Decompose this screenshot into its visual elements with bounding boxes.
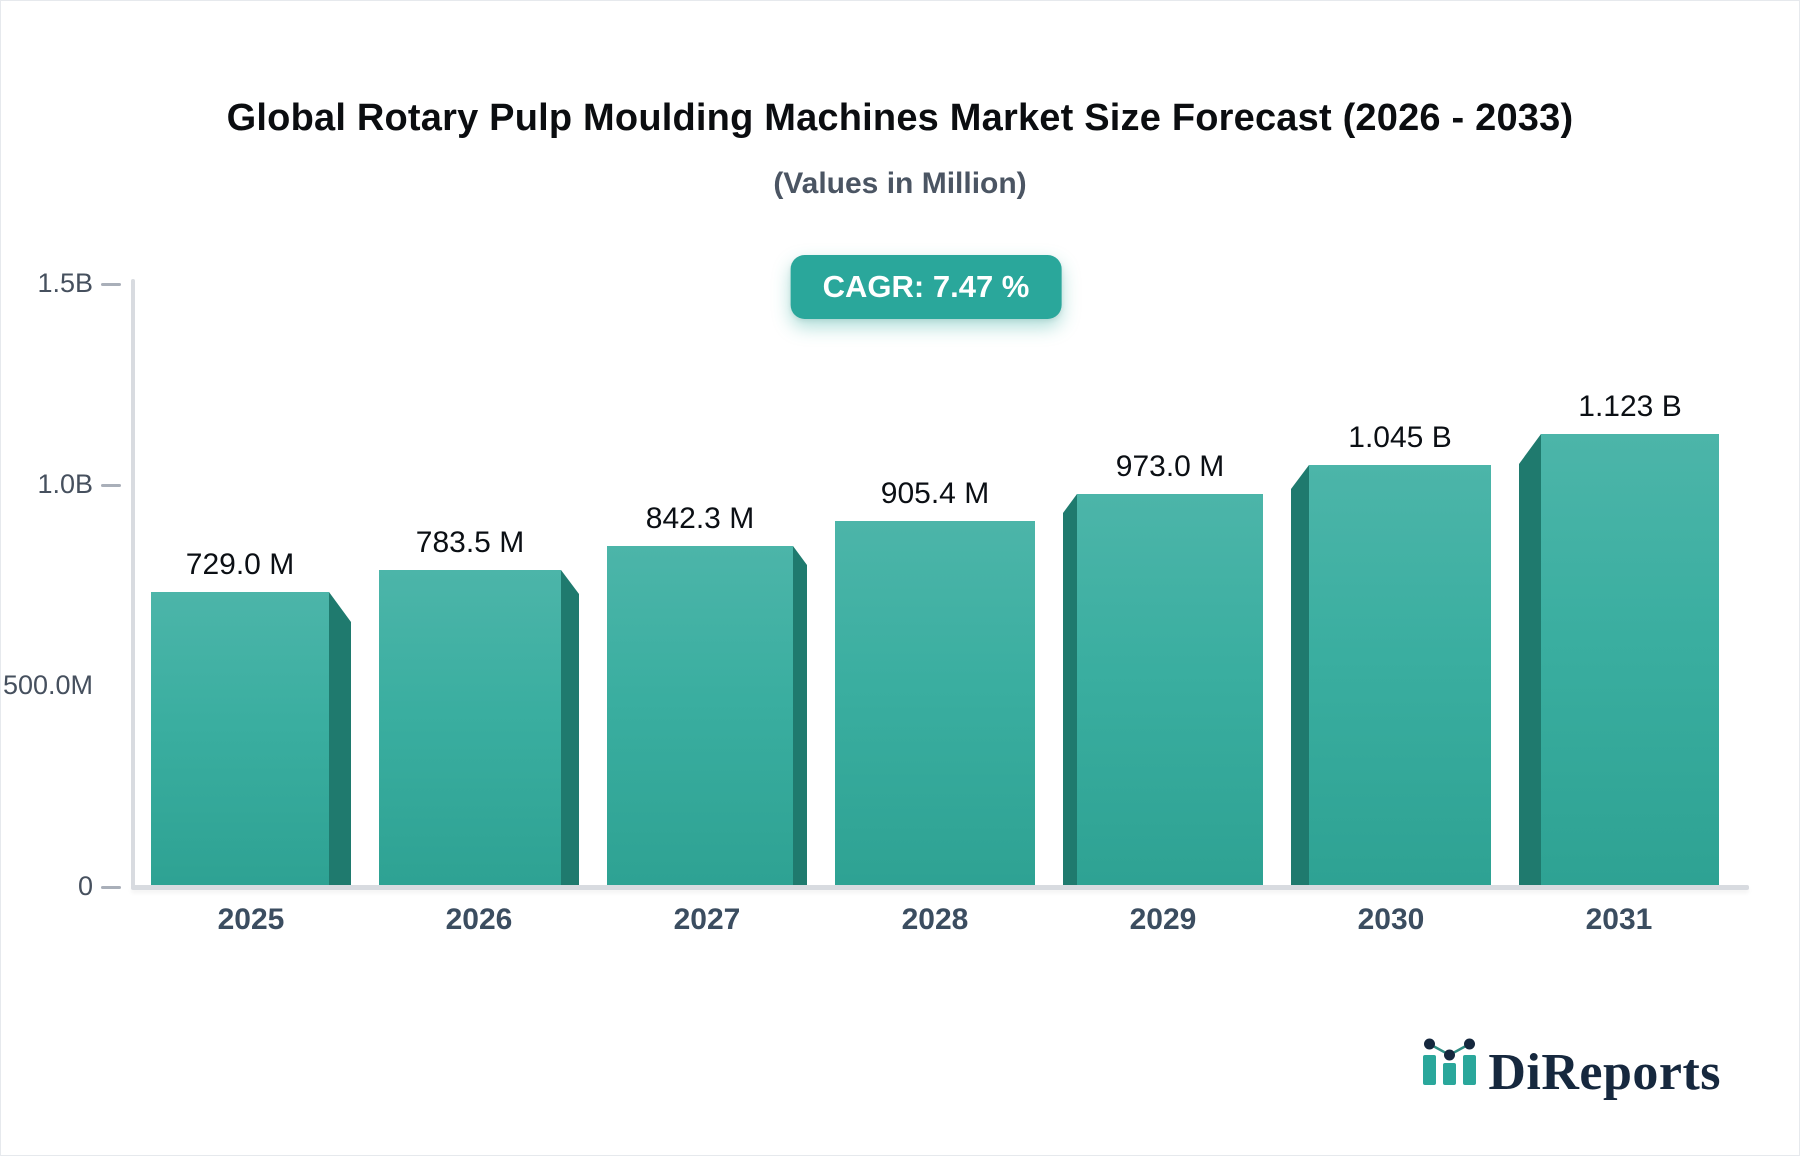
logo: DiReports	[1422, 1037, 1721, 1099]
x-tick-label: 2025	[217, 903, 285, 936]
bar-value-label: 905.4 M	[880, 477, 990, 510]
logo-text: DiReports	[1488, 1044, 1721, 1101]
bar-2029	[1077, 494, 1263, 885]
y-tick-mark	[101, 283, 121, 286]
y-tick-mark	[101, 886, 121, 889]
x-tick-label: 2028	[901, 903, 969, 936]
bar-value-label: 1.045 B	[1348, 421, 1452, 454]
x-tick-label: 2030	[1357, 903, 1425, 936]
y-axis-line	[131, 279, 135, 889]
y-tick-mark	[101, 484, 121, 487]
chart-subtitle: (Values in Million)	[773, 167, 1027, 200]
bar-2027	[607, 546, 793, 885]
bar-value-label: 783.5 M	[415, 526, 525, 559]
y-tick-label: 0	[77, 871, 93, 901]
bar-2030	[1309, 465, 1491, 885]
x-tick-label: 2027	[673, 903, 741, 936]
bar-value-label: 842.3 M	[645, 502, 755, 535]
y-tick-label: 1.0B	[37, 469, 93, 499]
chart-title: Global Rotary Pulp Moulding Machines Mar…	[226, 97, 1574, 139]
bar-2026	[379, 570, 561, 885]
bar-value-label: 729.0 M	[185, 548, 295, 581]
bar-side-shadow	[329, 592, 351, 885]
x-axis-line	[131, 885, 1749, 890]
bar-2028	[835, 521, 1035, 885]
y-tick-label: 1.5B	[37, 268, 93, 298]
bar-side-shadow	[793, 546, 807, 885]
bar-chart-logo-icon	[1423, 1038, 1477, 1085]
x-tick-label: 2031	[1585, 903, 1653, 936]
bar-value-label: 973.0 M	[1115, 450, 1225, 483]
bar-value-label: 1.123 B	[1578, 390, 1682, 423]
bar-side-shadow	[1063, 494, 1077, 885]
cagr-badge: CAGR: 7.47 %	[790, 255, 1062, 319]
bar-side-shadow	[1519, 434, 1541, 885]
bar-side-shadow	[1291, 465, 1309, 885]
bar-side-shadow	[561, 570, 579, 885]
y-tick-label: 500.0M	[2, 670, 93, 700]
bar-2025	[151, 592, 329, 885]
x-tick-label: 2026	[445, 903, 513, 936]
bar-2031	[1541, 434, 1719, 885]
x-tick-label: 2029	[1129, 903, 1197, 936]
